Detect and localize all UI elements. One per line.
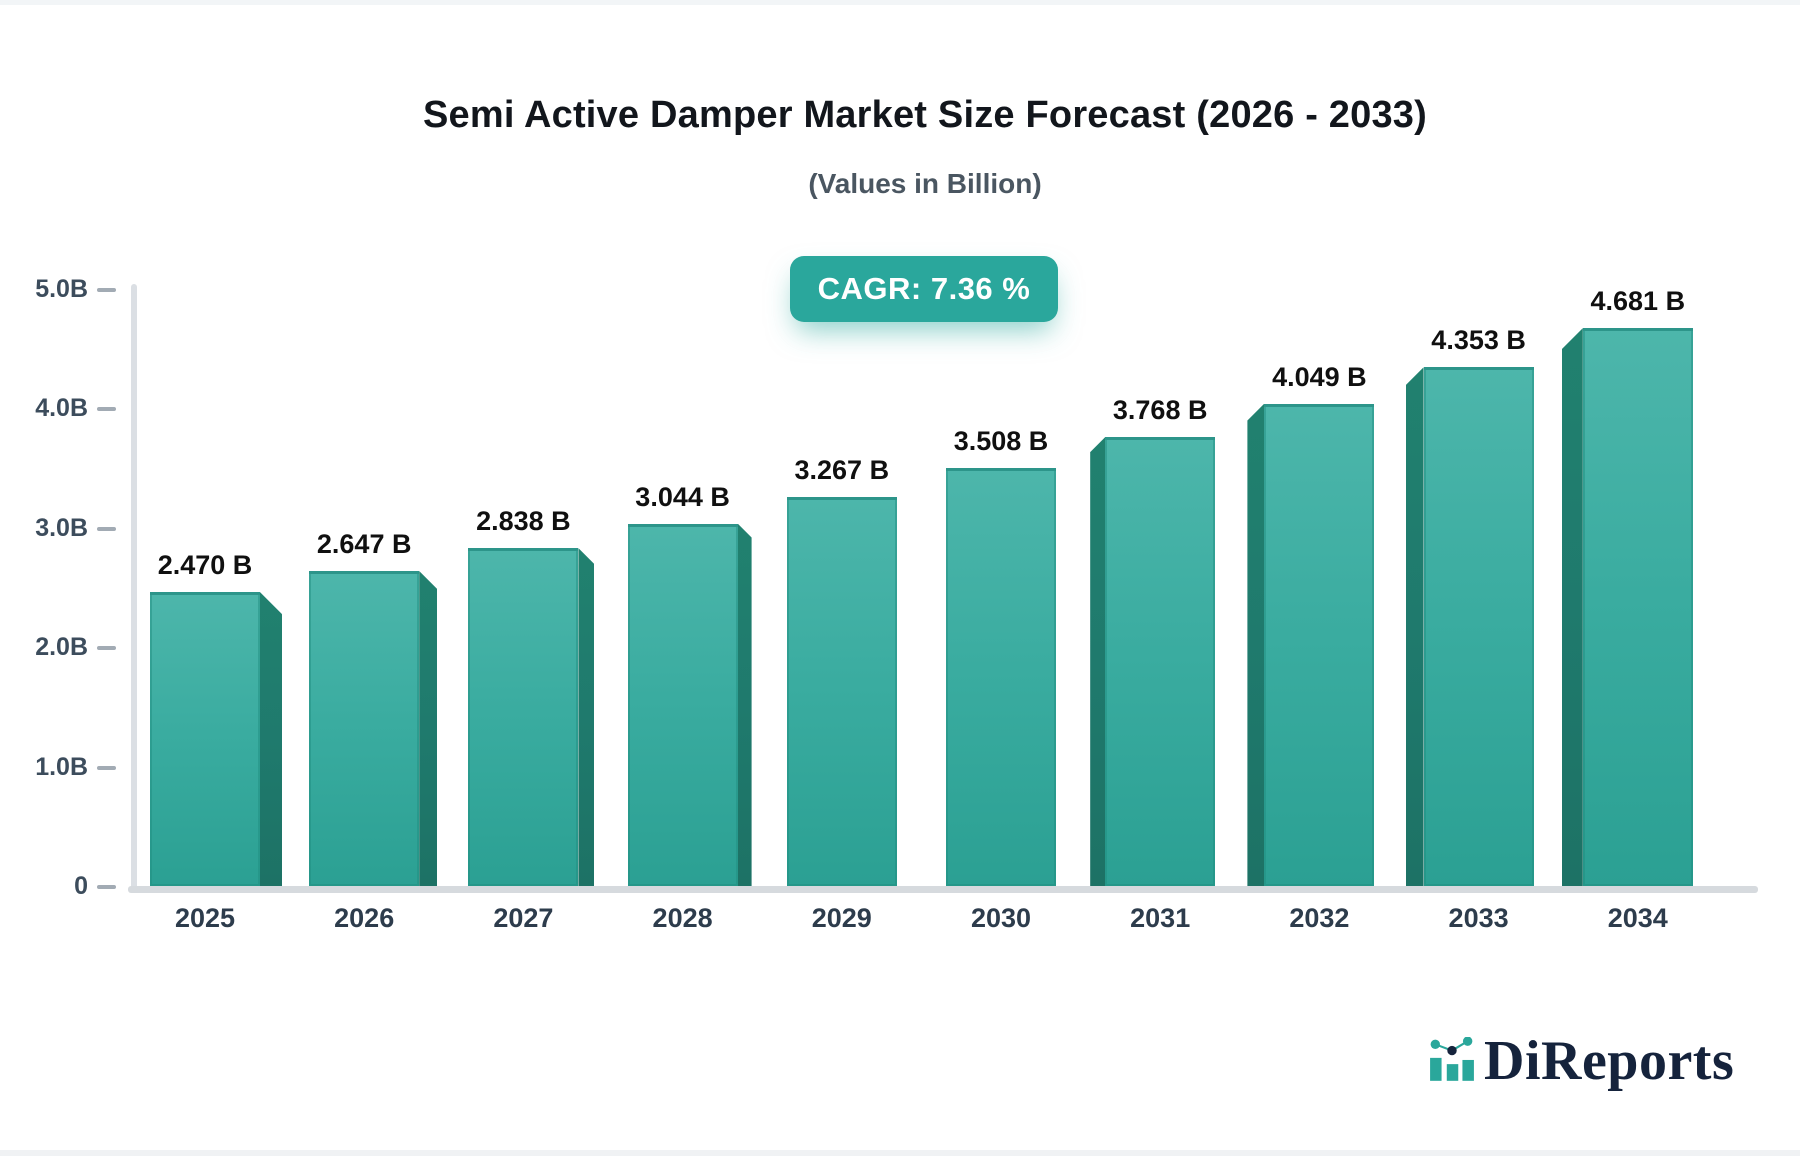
bar-value-label-2028: 3.044 B xyxy=(635,481,730,512)
y-tick-mark xyxy=(97,646,116,651)
bar-2033 xyxy=(1423,367,1534,886)
y-axis-line xyxy=(131,284,137,893)
y-tick-mark xyxy=(97,407,116,412)
brand-name: DiReports xyxy=(1484,1030,1735,1092)
y-tick-label-2.0B: 2.0B xyxy=(35,633,88,662)
x-tick-label-2031: 2031 xyxy=(1130,903,1191,933)
bar-2027 xyxy=(468,548,579,886)
bar-3d-side-2026 xyxy=(419,570,438,886)
bar-value-label-2027: 2.838 B xyxy=(476,506,571,537)
bar-value-label-2031: 3.768 B xyxy=(1112,395,1208,426)
y-tick-mark xyxy=(97,526,116,531)
bar-line-chart-logo-icon xyxy=(1430,1037,1474,1081)
bar-3d-side-2027 xyxy=(578,548,595,886)
bar-value-label-2026: 2.647 B xyxy=(316,528,412,559)
bar-3d-side-2031 xyxy=(1090,437,1106,886)
bar-3d-side-2025 xyxy=(260,592,282,886)
bar-2032 xyxy=(1264,403,1375,886)
bar-value-label-2025: 2.470 B xyxy=(157,550,253,581)
bar-2034 xyxy=(1582,328,1693,886)
bar-3d-side-2032 xyxy=(1247,403,1265,886)
bar-2030 xyxy=(946,468,1056,886)
x-tick-label-2032: 2032 xyxy=(1289,903,1350,933)
bar-3d-side-2033 xyxy=(1405,367,1424,886)
chart-subtitle: (Values in Billion) xyxy=(808,168,1042,199)
y-tick-mark xyxy=(97,765,116,770)
y-tick-mark xyxy=(97,885,116,889)
x-axis-baseline xyxy=(128,886,1758,893)
bar-value-label-2033: 4.353 B xyxy=(1431,325,1526,356)
y-tick-mark xyxy=(97,288,116,292)
bar-2025 xyxy=(150,592,260,886)
bottom-edge-strip xyxy=(0,1150,1800,1156)
y-tick-label-1.0B: 1.0B xyxy=(35,752,88,781)
x-tick-label-2027: 2027 xyxy=(493,903,554,933)
x-tick-label-2029: 2029 xyxy=(811,903,872,933)
top-edge-strip xyxy=(0,0,1800,5)
brand-watermark: DiReports xyxy=(1428,1026,1734,1096)
bar-value-label-2032: 4.049 B xyxy=(1272,361,1367,392)
y-tick-label-3.0B: 3.0B xyxy=(35,513,88,542)
bar-2028 xyxy=(627,523,738,886)
y-tick-label-4.0B: 4.0B xyxy=(35,394,88,423)
y-tick-label-5.0B: 5.0B xyxy=(35,275,88,303)
bar-value-label-2030: 3.508 B xyxy=(953,426,1049,457)
x-tick-label-2030: 2030 xyxy=(970,903,1032,933)
cagr-badge-label: CAGR: 7.36 % xyxy=(817,271,1031,306)
cagr-badge: CAGR: 7.36 % xyxy=(790,256,1058,322)
bar-value-label-2029: 3.267 B xyxy=(794,454,890,485)
y-tick-label-0: 0 xyxy=(74,872,88,900)
chart-title: Semi Active Damper Market Size Forecast … xyxy=(423,94,1427,136)
x-tick-label-2033: 2033 xyxy=(1448,903,1509,933)
bar-2026 xyxy=(309,570,420,886)
bar-2029 xyxy=(786,496,897,886)
bar-3d-side-2028 xyxy=(737,523,752,886)
x-tick-label-2028: 2028 xyxy=(652,903,713,933)
x-tick-label-2034: 2034 xyxy=(1607,903,1668,933)
bar-value-label-2034: 4.681 B xyxy=(1590,286,1686,317)
x-tick-label-2026: 2026 xyxy=(334,903,395,933)
x-tick-label-2025: 2025 xyxy=(174,903,236,933)
bar-2031 xyxy=(1105,437,1216,886)
bar-3d-side-2034 xyxy=(1561,328,1583,886)
